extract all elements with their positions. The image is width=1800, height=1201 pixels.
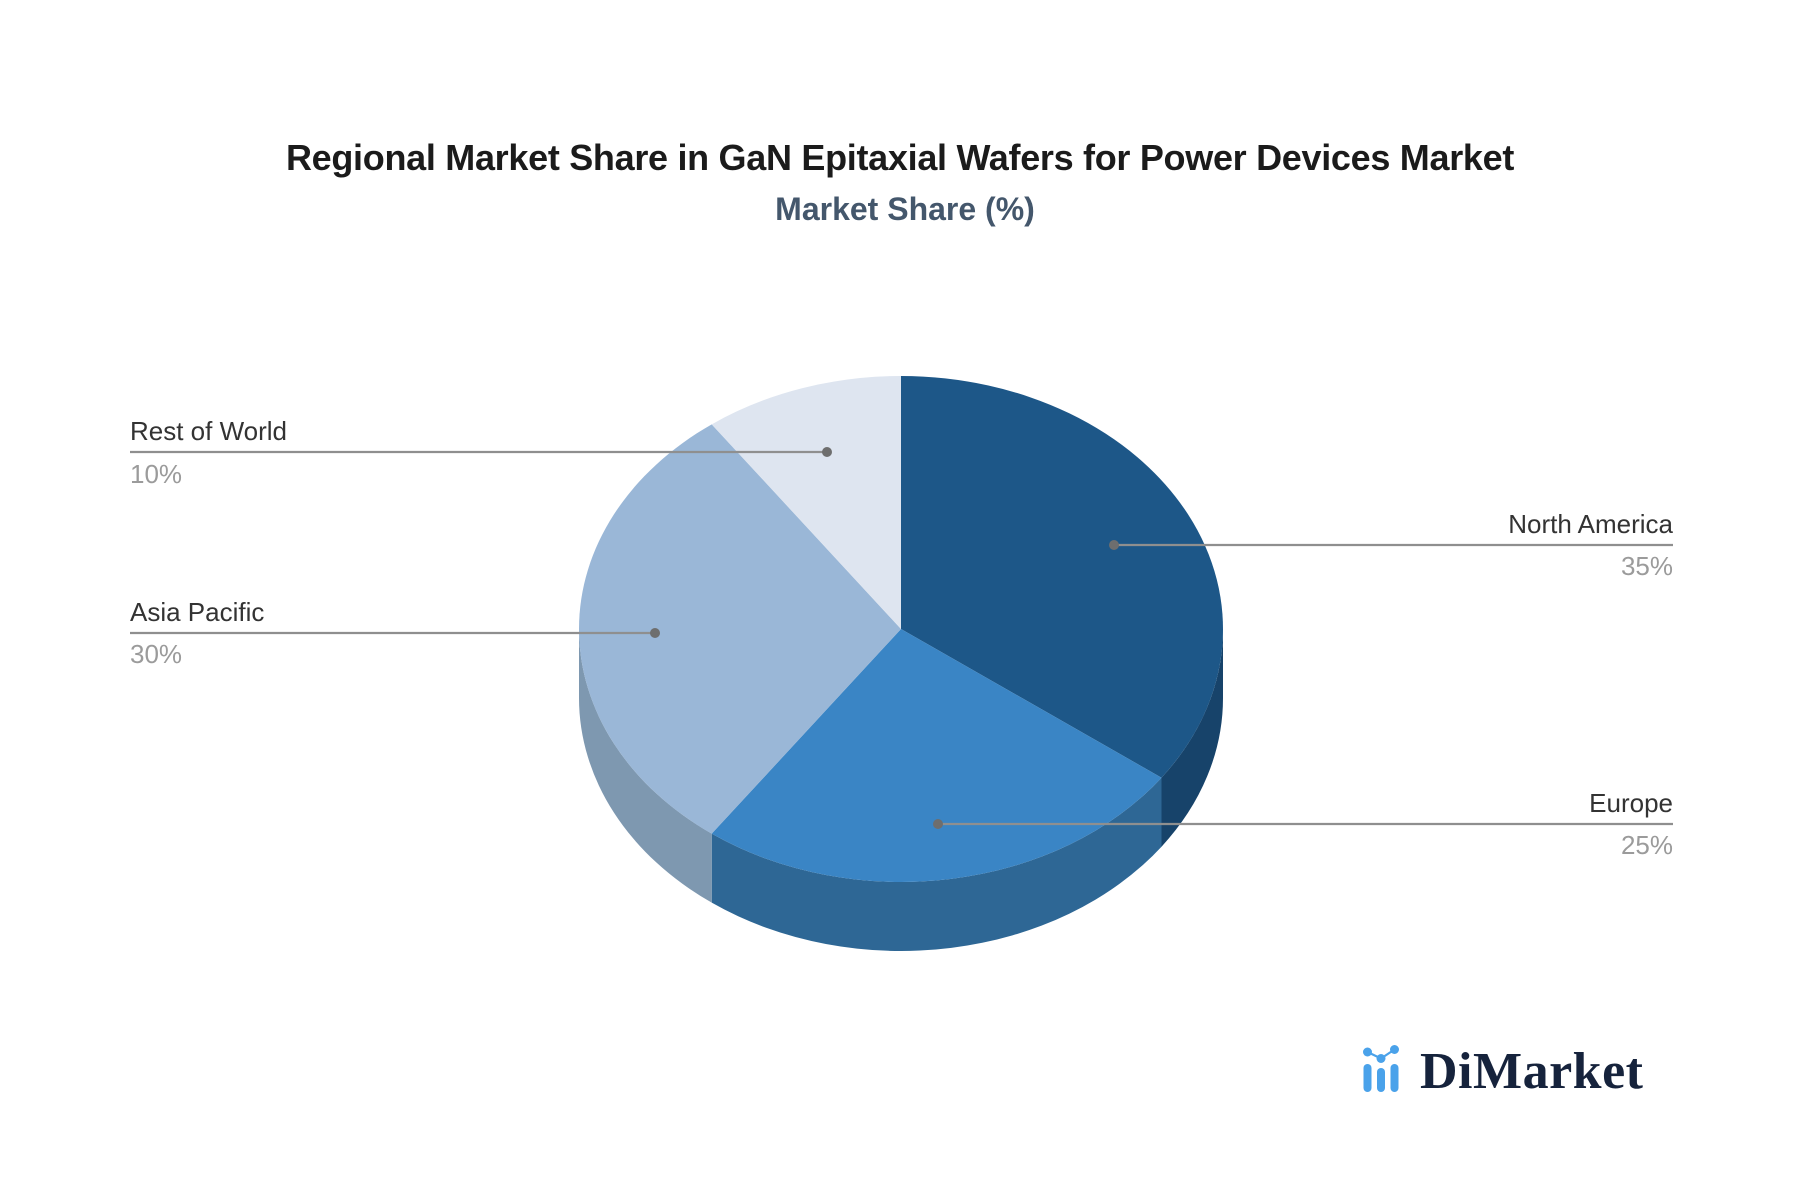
- logo-trend-dot: [1390, 1045, 1399, 1054]
- slice-value: 10%: [130, 459, 182, 489]
- slice-side-asia-pacific: [578, 629, 712, 903]
- logo-text: DiMarket: [1420, 1043, 1644, 1100]
- chart-subtitle: Market Share (%): [775, 191, 1035, 227]
- slice-value: 25%: [1621, 830, 1673, 860]
- callout-rest-of-world: Rest of World 10%: [130, 416, 832, 489]
- slice-north-america: [901, 376, 1223, 778]
- slice-asia-pacific: [578, 424, 901, 834]
- chart-title: Regional Market Share in GaN Epitaxial W…: [286, 137, 1514, 178]
- logo-bar: [1363, 1064, 1372, 1092]
- slice-europe: [711, 629, 1162, 882]
- slice-side-europe: [711, 777, 1162, 951]
- callout-europe: Europe 25%: [933, 788, 1673, 860]
- slice-rest-of-world: [711, 376, 901, 629]
- logo-trend-dot: [1376, 1054, 1386, 1063]
- bar-chart-trend-icon: [1363, 1045, 1399, 1092]
- logo: DiMarket: [1363, 1043, 1644, 1100]
- callout-north-america: North America 35%: [1109, 509, 1674, 581]
- slice-label: Asia Pacific: [130, 597, 264, 627]
- slice-label: North America: [1508, 509, 1673, 539]
- slice-value: 30%: [130, 639, 182, 669]
- leader-dot: [650, 628, 660, 638]
- slice-label: Europe: [1589, 788, 1673, 818]
- pie-chart: [578, 376, 1223, 951]
- leader-dot: [822, 447, 832, 457]
- logo-bar: [1377, 1068, 1385, 1092]
- leader-dot: [933, 819, 943, 829]
- leader-dot: [1109, 540, 1119, 550]
- logo-bar: [1390, 1064, 1399, 1092]
- slice-side-north-america: [1161, 629, 1223, 847]
- logo-trend-dot: [1363, 1047, 1372, 1057]
- callout-asia-pacific: Asia Pacific 30%: [130, 597, 660, 669]
- slice-label: Rest of World: [130, 416, 287, 446]
- slice-value: 35%: [1621, 551, 1673, 581]
